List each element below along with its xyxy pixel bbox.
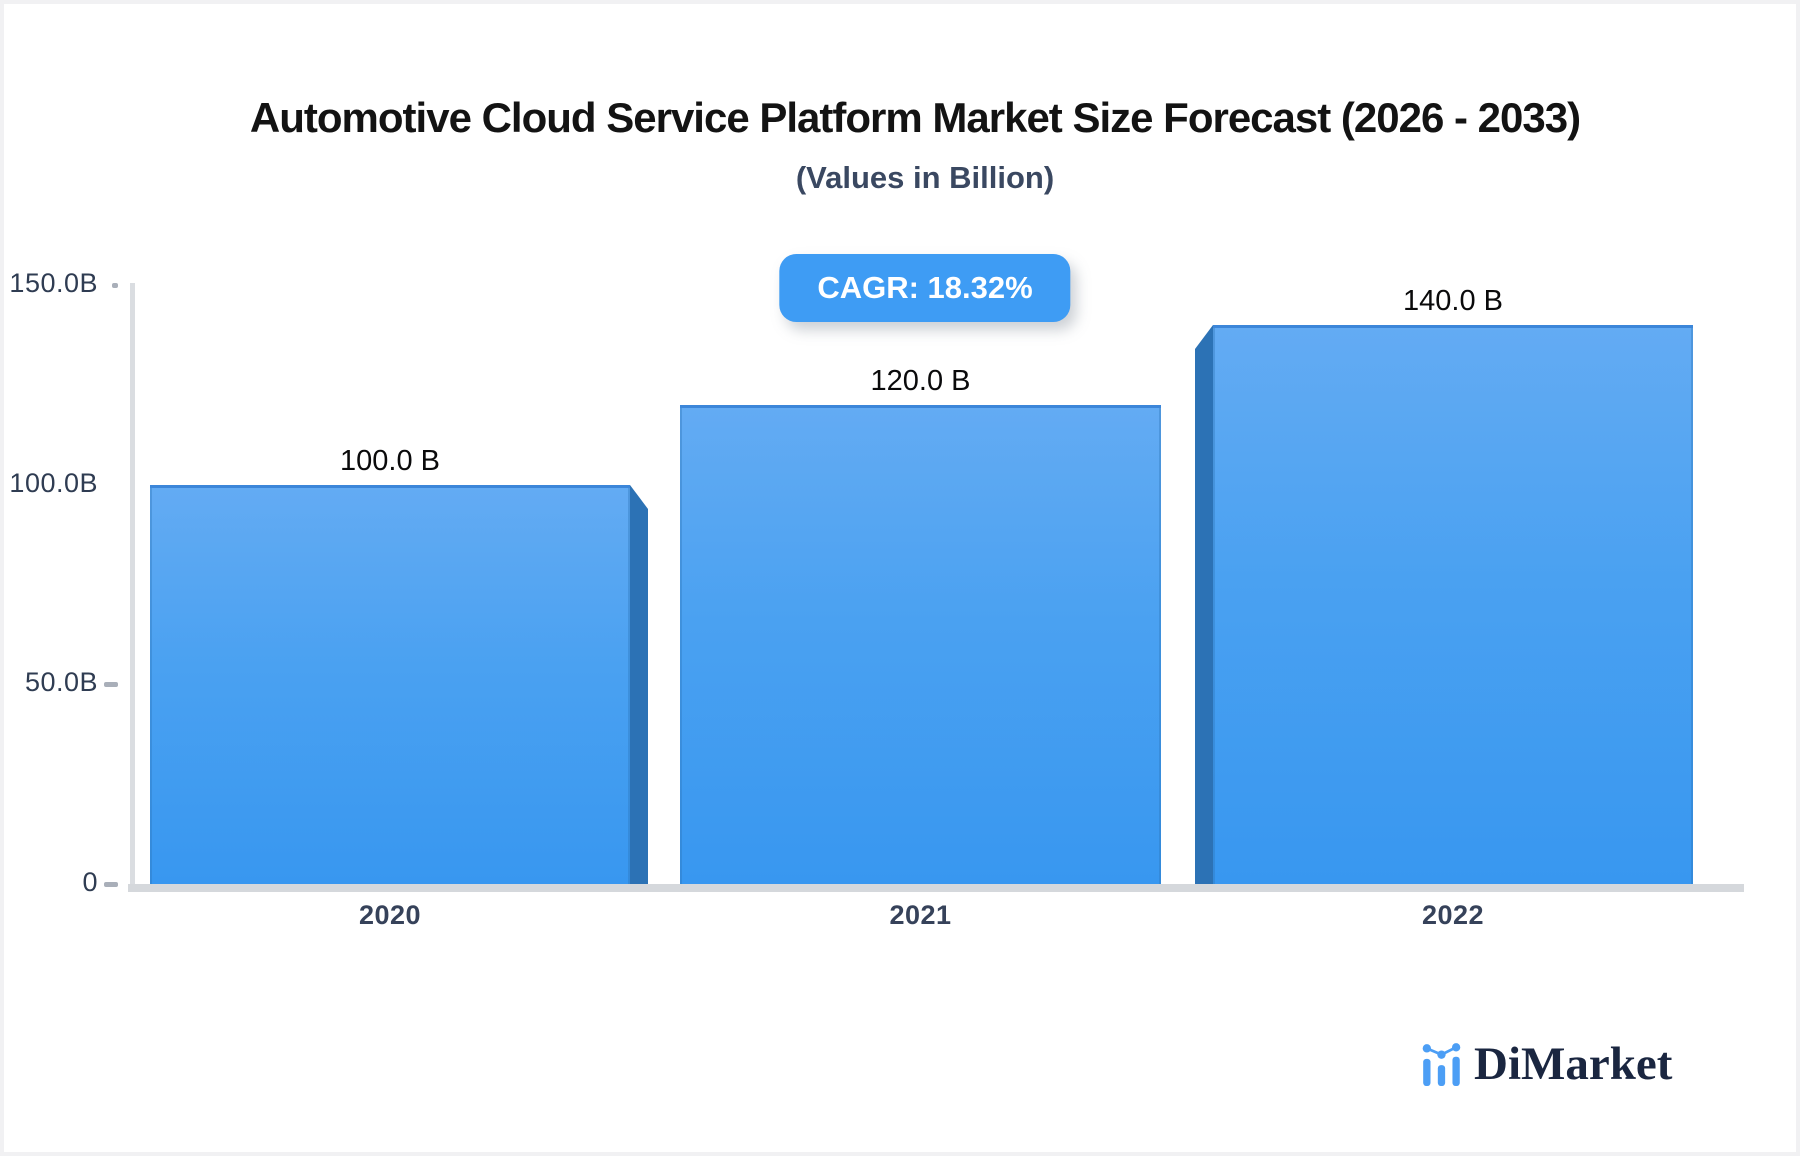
brand-logo-text: DiMarket bbox=[1474, 1037, 1673, 1090]
bar-2022 bbox=[1213, 325, 1693, 884]
bar-value-label: 120.0 B bbox=[870, 365, 971, 397]
y-tick-label: 0 bbox=[82, 867, 98, 897]
bar-group-2020: 100.0 B 2020 bbox=[150, 0, 648, 1156]
bar-2020 bbox=[150, 485, 630, 884]
x-category-label-2021: 2021 bbox=[889, 900, 952, 930]
bar-2022-3d-side bbox=[1195, 325, 1213, 884]
y-axis-line bbox=[130, 283, 135, 888]
mini-bar-chart-icon bbox=[1422, 1043, 1461, 1086]
bar-value-label: 100.0 B bbox=[340, 445, 440, 477]
y-tick-mark bbox=[104, 882, 118, 887]
x-category-label-2022: 2022 bbox=[1421, 900, 1485, 930]
bar-group-2021: 120.0 B 2021 bbox=[680, 0, 1161, 1156]
y-tick-mark bbox=[112, 283, 118, 288]
bar-value-label: 140.0 B bbox=[1403, 285, 1503, 317]
y-tick-label: 150.0B bbox=[9, 268, 98, 298]
chart-title: Automotive Cloud Service Platform Market… bbox=[249, 94, 1581, 141]
y-tick-mark bbox=[104, 682, 118, 687]
chart-subtitle: (Values in Billion) bbox=[795, 160, 1055, 195]
y-tick-label: 100.0B bbox=[9, 468, 98, 498]
bar-group-2022: 140.0 B 2022 bbox=[1195, 0, 1693, 1156]
y-tick-label: 50.0B bbox=[24, 667, 98, 697]
cagr-badge: CAGR: 18.32% bbox=[779, 254, 1071, 322]
x-axis-baseline bbox=[128, 884, 1744, 892]
bar-2020-3d-side bbox=[630, 485, 648, 884]
x-category-label-2020: 2020 bbox=[358, 900, 422, 930]
bar-2021 bbox=[680, 405, 1161, 884]
brand-logo: DiMarket bbox=[1421, 1037, 1673, 1090]
